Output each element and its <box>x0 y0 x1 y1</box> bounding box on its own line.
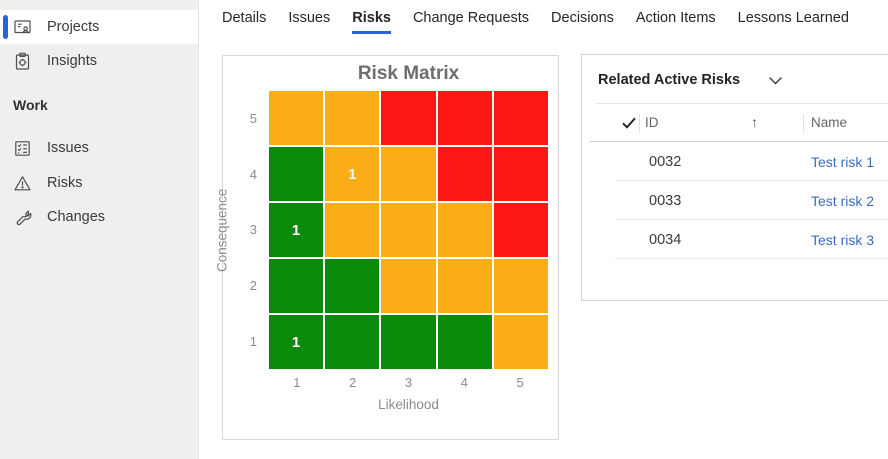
matrix-cell-l4-c2[interactable] <box>437 259 492 313</box>
related-risks-header: Related Active Risks <box>598 72 783 88</box>
header-divider <box>596 103 888 104</box>
sidebar-item-insights[interactable]: Insights <box>0 44 198 78</box>
table-header-rule <box>590 141 888 142</box>
y-axis-label: Consequence <box>214 188 230 272</box>
related-risks-card: Related Active Risks ID ↑ Name 0032 Test … <box>581 54 888 301</box>
tab-lessons-learned[interactable]: Lessons Learned <box>737 10 849 26</box>
matrix-cell-count: 1 <box>291 333 301 351</box>
y-axis-ticks: 5 4 3 2 1 <box>231 91 257 369</box>
table-row: 0034 Test risk 3 <box>582 220 888 259</box>
sidebar-item-issues[interactable]: Issues <box>0 131 198 165</box>
x-tick: 2 <box>349 375 357 390</box>
related-risks-title: Related Active Risks <box>598 72 741 88</box>
y-tick: 5 <box>249 111 257 127</box>
column-divider <box>639 114 640 133</box>
risk-name-link[interactable]: Test risk 3 <box>811 231 875 248</box>
matrix-cell-l5-c1[interactable] <box>493 315 548 369</box>
risk-id-cell: 0034 <box>649 231 682 248</box>
tab-change-requests[interactable]: Change Requests <box>412 10 530 26</box>
sidebar-item-projects[interactable]: Projects <box>0 10 198 44</box>
select-all-check-icon[interactable] <box>622 116 636 134</box>
tab-details[interactable]: Details <box>222 10 267 26</box>
matrix-cell-l4-c4[interactable] <box>437 147 492 201</box>
risk-name-link[interactable]: Test risk 2 <box>811 192 875 209</box>
risk-id-cell: 0033 <box>649 192 682 209</box>
x-axis-ticks: 1 2 3 4 5 <box>269 375 548 391</box>
x-tick: 1 <box>293 375 301 390</box>
matrix-cell-l2-c5[interactable] <box>325 91 380 145</box>
column-header-name[interactable]: Name <box>811 115 848 130</box>
sidebar-item-risks[interactable]: Risks <box>0 166 198 200</box>
y-tick: 3 <box>249 222 257 238</box>
matrix-cell-l2-c2[interactable] <box>325 259 380 313</box>
active-indicator <box>3 15 8 39</box>
sidebar-item-label: Changes <box>47 209 106 225</box>
matrix-cell-l1-c3[interactable]: 1 <box>269 203 324 257</box>
matrix-cell-l1-c4[interactable] <box>269 147 324 201</box>
projects-icon <box>13 18 32 37</box>
sidebar-item-label: Projects <box>47 19 100 35</box>
matrix-cell-l5-c2[interactable] <box>493 259 548 313</box>
matrix-cell-l5-c4[interactable] <box>493 147 548 201</box>
matrix-cell-count: 1 <box>348 165 357 183</box>
x-tick: 5 <box>516 375 524 390</box>
risk-name-link[interactable]: Test risk 1 <box>811 153 875 170</box>
sort-ascending-icon[interactable]: ↑ <box>751 114 758 130</box>
y-tick: 4 <box>249 166 257 182</box>
tab-bar: Details Issues Risks Change Requests Decisio… <box>222 0 849 34</box>
y-tick: 1 <box>249 333 257 349</box>
sidebar-section-work: Work <box>13 97 48 113</box>
matrix-cell-l2-c4[interactable]: 1 <box>325 147 380 201</box>
sidebar-item-changes[interactable]: Changes <box>0 200 198 234</box>
table-row: 0032 Test risk 1 <box>582 142 888 181</box>
matrix-cell-l3-c4[interactable] <box>381 147 436 201</box>
matrix-cell-l5-c5[interactable] <box>493 91 548 145</box>
risk-id-cell: 0032 <box>649 153 682 170</box>
x-tick: 4 <box>460 375 468 390</box>
tab-decisions[interactable]: Decisions <box>551 10 614 26</box>
sidebar-item-label: Risks <box>47 175 83 191</box>
table-row: 0033 Test risk 2 <box>582 181 888 220</box>
matrix-cell-l4-c1[interactable] <box>437 315 492 369</box>
y-tick: 2 <box>249 278 257 294</box>
matrix-cell-l3-c5[interactable] <box>381 91 436 145</box>
matrix-cell-l3-c3[interactable] <box>381 203 436 257</box>
sidebar-item-label: Issues <box>47 140 89 156</box>
matrix-cell-l4-c3[interactable] <box>437 203 492 257</box>
x-tick: 3 <box>404 375 413 390</box>
matrix-cell-l1-c1[interactable]: 1 <box>269 315 324 369</box>
insights-icon <box>13 52 32 71</box>
matrix-cell-l4-c5[interactable] <box>437 91 492 145</box>
risk-matrix-grid: 1 1 1 <box>269 91 548 369</box>
column-divider <box>803 114 804 133</box>
warning-triangle-icon <box>13 174 32 193</box>
x-axis-label: Likelihood <box>378 397 439 412</box>
matrix-cell-count: 1 <box>291 221 301 239</box>
matrix-cell-l2-c1[interactable] <box>325 315 380 369</box>
tab-issues[interactable]: Issues <box>288 10 331 26</box>
matrix-cell-l1-c5[interactable] <box>269 91 324 145</box>
chevron-down-icon[interactable] <box>768 76 783 85</box>
matrix-cell-l5-c3[interactable] <box>493 203 548 257</box>
matrix-cell-l3-c2[interactable] <box>381 259 436 313</box>
tab-action-items[interactable]: Action Items <box>635 10 716 26</box>
matrix-cell-l1-c2[interactable] <box>269 259 324 313</box>
matrix-cell-l3-c1[interactable] <box>381 315 436 369</box>
matrix-cell-l2-c3[interactable] <box>325 203 380 257</box>
sidebar-item-label: Insights <box>47 53 97 69</box>
column-header-id[interactable]: ID <box>645 115 659 130</box>
issues-checklist-icon <box>13 139 32 158</box>
tab-risks[interactable]: Risks <box>352 10 391 34</box>
table-header: ID ↑ Name <box>582 111 888 142</box>
sidebar: Projects Insights Work <box>0 0 199 459</box>
table-body: 0032 Test risk 1 0033 Test risk 2 0034 Test r… <box>582 142 888 259</box>
wrench-icon <box>13 208 32 227</box>
chart-title: Risk Matrix <box>357 63 460 84</box>
